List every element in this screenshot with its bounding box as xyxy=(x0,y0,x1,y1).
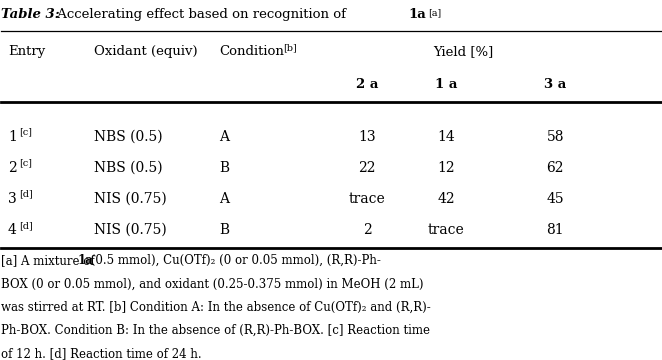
Text: B: B xyxy=(219,161,229,175)
Text: 1: 1 xyxy=(8,130,17,144)
Text: Condition: Condition xyxy=(219,45,284,58)
Text: 58: 58 xyxy=(546,130,564,144)
Text: [d]: [d] xyxy=(19,190,33,199)
Text: A: A xyxy=(219,192,229,206)
Text: NBS (0.5): NBS (0.5) xyxy=(94,130,162,144)
Text: Accelerating effect based on recognition of: Accelerating effect based on recognition… xyxy=(53,8,350,22)
Text: 13: 13 xyxy=(358,130,376,144)
Text: [a] A mixture of: [a] A mixture of xyxy=(1,254,99,267)
Text: 1a: 1a xyxy=(77,254,93,267)
Text: 12: 12 xyxy=(438,161,455,175)
Text: [d]: [d] xyxy=(19,221,33,230)
Text: 62: 62 xyxy=(546,161,564,175)
Text: Entry: Entry xyxy=(8,45,45,58)
Text: 45: 45 xyxy=(546,192,564,206)
Text: 22: 22 xyxy=(359,161,376,175)
Text: 2: 2 xyxy=(8,161,17,175)
Text: Oxidant (equiv): Oxidant (equiv) xyxy=(94,45,197,58)
Text: trace: trace xyxy=(349,192,386,206)
Text: NBS (0.5): NBS (0.5) xyxy=(94,161,162,175)
Text: [a]: [a] xyxy=(428,8,441,17)
Text: 81: 81 xyxy=(546,223,564,237)
Text: Yield [%]: Yield [%] xyxy=(433,45,493,58)
Text: 3 a: 3 a xyxy=(544,78,566,91)
Text: A: A xyxy=(219,130,229,144)
Text: BOX (0 or 0.05 mmol), and oxidant (0.25-0.375 mmol) in MeOH (2 mL): BOX (0 or 0.05 mmol), and oxidant (0.25-… xyxy=(1,277,424,290)
Text: [c]: [c] xyxy=(19,159,32,168)
Text: (0.5 mmol), Cu(OTf)₂ (0 or 0.05 mmol), (R,R)-Ph-: (0.5 mmol), Cu(OTf)₂ (0 or 0.05 mmol), (… xyxy=(87,254,381,267)
Text: 42: 42 xyxy=(438,192,455,206)
Text: NIS (0.75): NIS (0.75) xyxy=(94,223,166,237)
Text: of 12 h. [d] Reaction time of 24 h.: of 12 h. [d] Reaction time of 24 h. xyxy=(1,347,202,360)
Text: 1 a: 1 a xyxy=(435,78,457,91)
Text: Ph-BOX. Condition B: In the absence of (R,R)-Ph-BOX. [c] Reaction time: Ph-BOX. Condition B: In the absence of (… xyxy=(1,324,430,337)
Text: 2: 2 xyxy=(363,223,371,237)
Text: [c]: [c] xyxy=(19,128,32,137)
Text: NIS (0.75): NIS (0.75) xyxy=(94,192,166,206)
Text: Table 3:: Table 3: xyxy=(1,8,60,22)
Text: 3: 3 xyxy=(8,192,17,206)
Text: 2 a: 2 a xyxy=(356,78,379,91)
Text: was stirred at RT. [b] Condition A: In the absence of Cu(OTf)₂ and (R,R)-: was stirred at RT. [b] Condition A: In t… xyxy=(1,301,431,314)
Text: 4: 4 xyxy=(8,223,17,237)
Text: [b]: [b] xyxy=(283,44,297,53)
Text: 14: 14 xyxy=(438,130,455,144)
Text: 1a: 1a xyxy=(409,8,426,22)
Text: B: B xyxy=(219,223,229,237)
Text: trace: trace xyxy=(428,223,465,237)
